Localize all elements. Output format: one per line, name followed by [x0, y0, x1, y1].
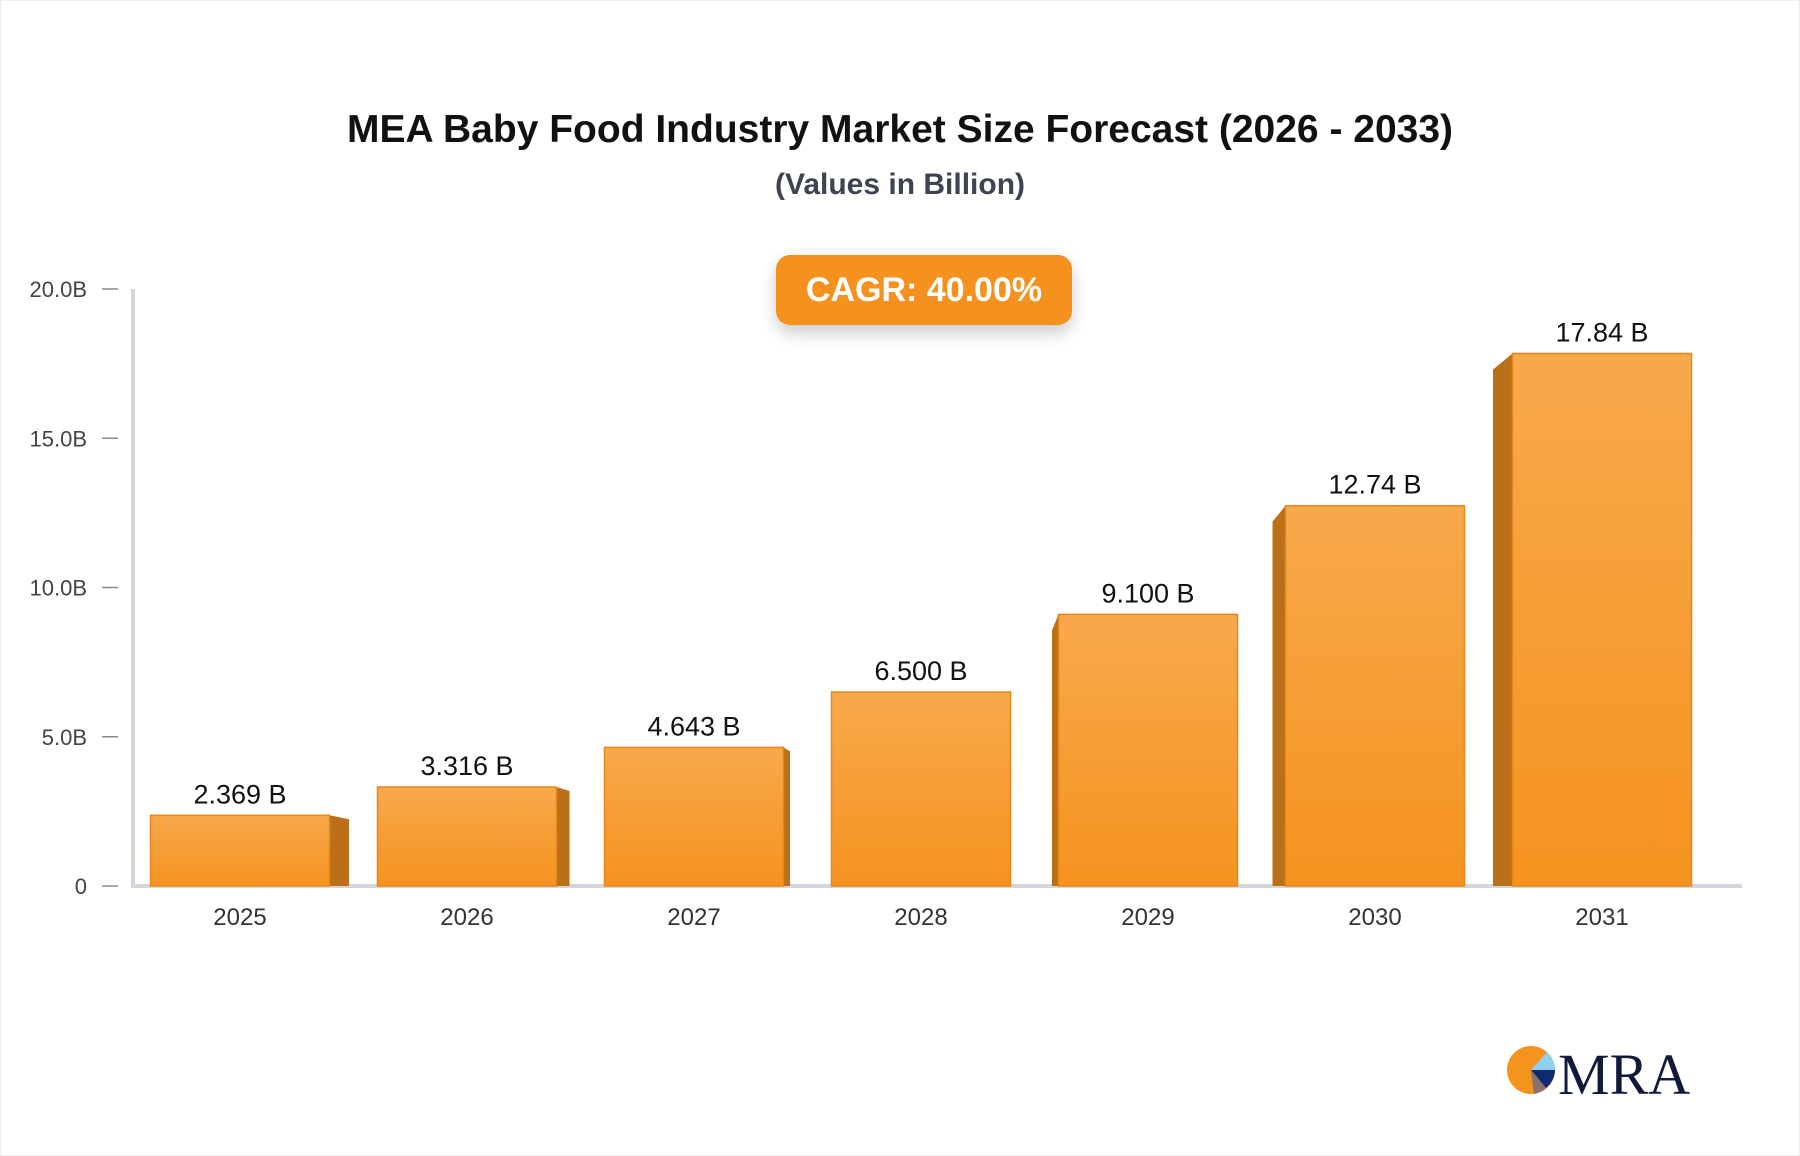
bar-group: 12.74 B 2030 — [1272, 470, 1466, 931]
bar — [1511, 352, 1693, 887]
data-label: 3.316 B — [420, 751, 513, 781]
x-tick-label: 2025 — [213, 904, 266, 931]
bar-side — [783, 747, 790, 886]
bar-group: 2.369 B 2025 — [149, 779, 349, 931]
x-tick-label: 2029 — [1121, 904, 1174, 931]
bar — [149, 814, 331, 887]
bar-side — [1052, 614, 1059, 886]
x-tick-label: 2027 — [667, 904, 720, 931]
data-label: 9.100 B — [1101, 578, 1194, 608]
data-label: 12.74 B — [1328, 470, 1421, 500]
bar-side — [1493, 353, 1513, 886]
y-tick-label: 20.0B — [30, 277, 88, 302]
bar-group: 6.500 B 2028 — [830, 656, 1012, 931]
bar-group: 3.316 B 2026 — [376, 751, 570, 931]
data-label: 2.369 B — [193, 779, 286, 809]
x-tick-label: 2030 — [1348, 904, 1401, 931]
y-tick-label: 0 — [75, 874, 87, 899]
data-label: 17.84 B — [1555, 317, 1648, 347]
bar — [1284, 504, 1466, 887]
bar-group: 17.84 B 2031 — [1493, 317, 1693, 931]
bar-side — [1272, 505, 1286, 886]
bar — [376, 786, 558, 887]
y-tick-label: 10.0B — [30, 576, 88, 601]
cagr-badge: CAGR: 40.00% — [776, 255, 1072, 325]
bar-side — [556, 787, 570, 886]
chart-subtitle: (Values in Billion) — [774, 168, 1026, 201]
y-tick-label: 15.0B — [30, 426, 88, 451]
data-label: 6.500 B — [874, 656, 967, 686]
x-tick-label: 2031 — [1575, 904, 1628, 931]
chart-title: MEA Baby Food Industry Market Size Forec… — [346, 108, 1454, 151]
data-label: 4.643 B — [647, 711, 740, 741]
mra-logo: MRA — [1507, 1042, 1690, 1100]
bar — [603, 746, 785, 887]
svg-text:MRA: MRA — [1558, 1042, 1690, 1100]
y-tick-label: 5.0B — [42, 725, 87, 750]
bar-side — [329, 815, 349, 886]
bar — [1057, 613, 1239, 887]
bar-group: 4.643 B 2027 — [603, 711, 790, 931]
bar-group: 9.100 B 2029 — [1052, 578, 1239, 931]
bar — [830, 691, 1012, 887]
x-tick-label: 2026 — [440, 904, 493, 931]
x-tick-label: 2028 — [894, 904, 947, 931]
